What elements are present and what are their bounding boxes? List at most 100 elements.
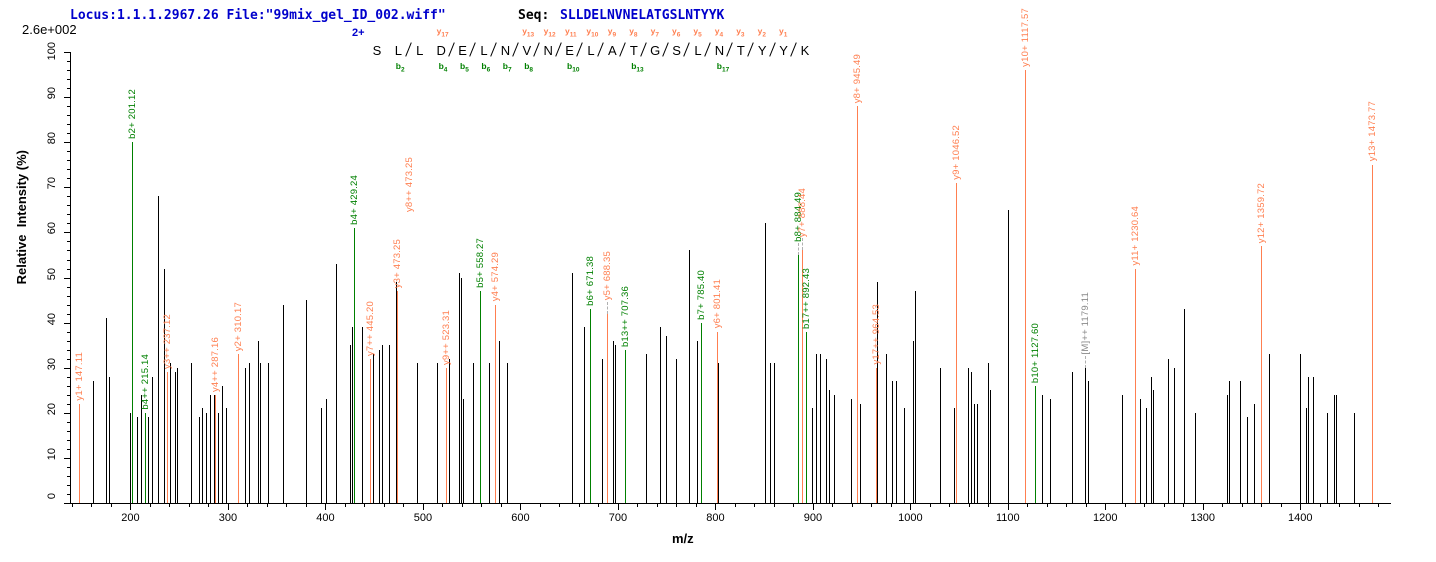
x-minor-tick xyxy=(773,504,775,507)
y-minor-tick xyxy=(67,70,70,71)
x-minor-tick xyxy=(1046,504,1048,507)
b-ion-label: b4 xyxy=(438,61,448,74)
peak xyxy=(449,358,451,503)
x-minor-tick xyxy=(286,504,288,507)
residue: Y xyxy=(779,43,788,58)
peak xyxy=(1326,412,1328,503)
peak xyxy=(320,408,322,503)
peak xyxy=(282,304,284,503)
x-minor-tick xyxy=(695,504,697,507)
y-major-tick xyxy=(64,232,70,234)
y-minor-tick xyxy=(67,403,70,405)
y-ion-label: y1 xyxy=(779,26,788,39)
y-ion-label: y10 xyxy=(586,26,599,39)
annotated-peak xyxy=(131,142,133,503)
y-tick-label: 90 xyxy=(46,87,58,100)
peak xyxy=(1253,403,1255,503)
y-ion-label: y5 xyxy=(693,26,702,39)
x-minor-tick xyxy=(364,504,366,507)
x-minor-tick xyxy=(949,504,951,507)
x-major-tick xyxy=(1105,504,1107,510)
peak xyxy=(939,367,941,503)
y-minor-tick xyxy=(67,160,70,162)
x-minor-tick xyxy=(890,504,892,507)
residue: D xyxy=(436,43,446,58)
peak xyxy=(718,363,720,503)
peak xyxy=(970,372,972,503)
annotated-peak xyxy=(369,358,371,503)
peak xyxy=(1229,381,1231,503)
x-tick-label: 400 xyxy=(316,512,335,524)
peak-label: y5+ 688.35 xyxy=(601,251,613,301)
y-ion-label: y9 xyxy=(607,26,617,39)
peak xyxy=(696,340,698,503)
peak xyxy=(417,363,419,503)
x-tick-label: 200 xyxy=(121,512,140,524)
peak xyxy=(1353,412,1355,503)
peak xyxy=(388,345,390,503)
peak xyxy=(877,282,879,503)
peak-label: y9++ 523.31 xyxy=(440,309,452,365)
precursor-charge: 2+ xyxy=(352,27,365,39)
x-minor-tick xyxy=(500,504,502,507)
x-minor-tick xyxy=(461,504,463,507)
x-minor-tick xyxy=(1339,504,1341,507)
peak xyxy=(260,363,262,503)
y-minor-tick xyxy=(67,439,70,441)
annotated-peak xyxy=(955,182,957,503)
y-minor-tick xyxy=(67,430,70,432)
peak xyxy=(226,408,227,503)
residue: N xyxy=(714,43,725,58)
peak xyxy=(613,340,614,503)
peak xyxy=(665,336,667,503)
y-tick-label: 50 xyxy=(46,267,58,280)
y-major-tick xyxy=(64,277,70,279)
y-minor-tick xyxy=(67,241,70,243)
y-ion-label: y11 xyxy=(565,26,577,39)
peak xyxy=(773,363,775,503)
b-ion-label: b10 xyxy=(567,61,580,74)
y-axis-line xyxy=(70,52,71,504)
peak xyxy=(336,264,338,503)
annotated-peak xyxy=(145,412,147,503)
y-minor-tick xyxy=(67,340,70,342)
y-ion-label: y2 xyxy=(757,26,766,39)
b-ion-label: b5 xyxy=(460,61,469,74)
x-minor-tick xyxy=(539,504,541,507)
peak xyxy=(382,345,383,503)
peak-label: y17++ 964.53 xyxy=(870,304,882,365)
y-axis-title: Relative Intensity (%) xyxy=(14,150,29,285)
y-major-tick xyxy=(64,322,70,324)
y-tick-label: 100 xyxy=(46,42,58,61)
peak-label: y7++ 445.20 xyxy=(364,300,376,356)
annotated-peak xyxy=(353,227,355,503)
x-major-tick xyxy=(1202,504,1204,510)
x-minor-tick xyxy=(149,504,151,507)
x-tick-label: 800 xyxy=(706,512,725,524)
y-tick-label: 0 xyxy=(46,493,58,500)
y-ion-label: y3 xyxy=(736,26,745,39)
peak-label: b10+ 1127.60 xyxy=(1029,322,1041,383)
annotated-peak xyxy=(590,309,591,503)
annotated-peak xyxy=(1135,268,1137,503)
residue: T xyxy=(736,43,745,58)
x-major-tick xyxy=(325,504,327,510)
x-major-tick xyxy=(812,504,814,510)
annotated-peak xyxy=(857,106,859,503)
peak-label: [M]++ 1179.11 xyxy=(1080,292,1091,355)
y-minor-tick xyxy=(67,313,70,315)
x-major-tick xyxy=(227,504,229,510)
x-minor-tick xyxy=(988,504,990,507)
peak xyxy=(379,349,380,503)
x-minor-tick xyxy=(676,504,678,507)
y-minor-tick xyxy=(67,448,70,450)
x-major-tick xyxy=(1007,504,1009,510)
peak xyxy=(472,363,474,503)
peak xyxy=(163,268,165,503)
plot-area: y1+ 147.11 b2+ 201.12 b4++ 215.14 y3++ 237.… xyxy=(70,8,1390,503)
peak xyxy=(373,354,375,503)
y-ion-label: y8 xyxy=(629,26,638,39)
x-minor-tick xyxy=(929,504,931,507)
annotated-peak xyxy=(797,254,799,503)
x-minor-tick xyxy=(110,504,112,507)
